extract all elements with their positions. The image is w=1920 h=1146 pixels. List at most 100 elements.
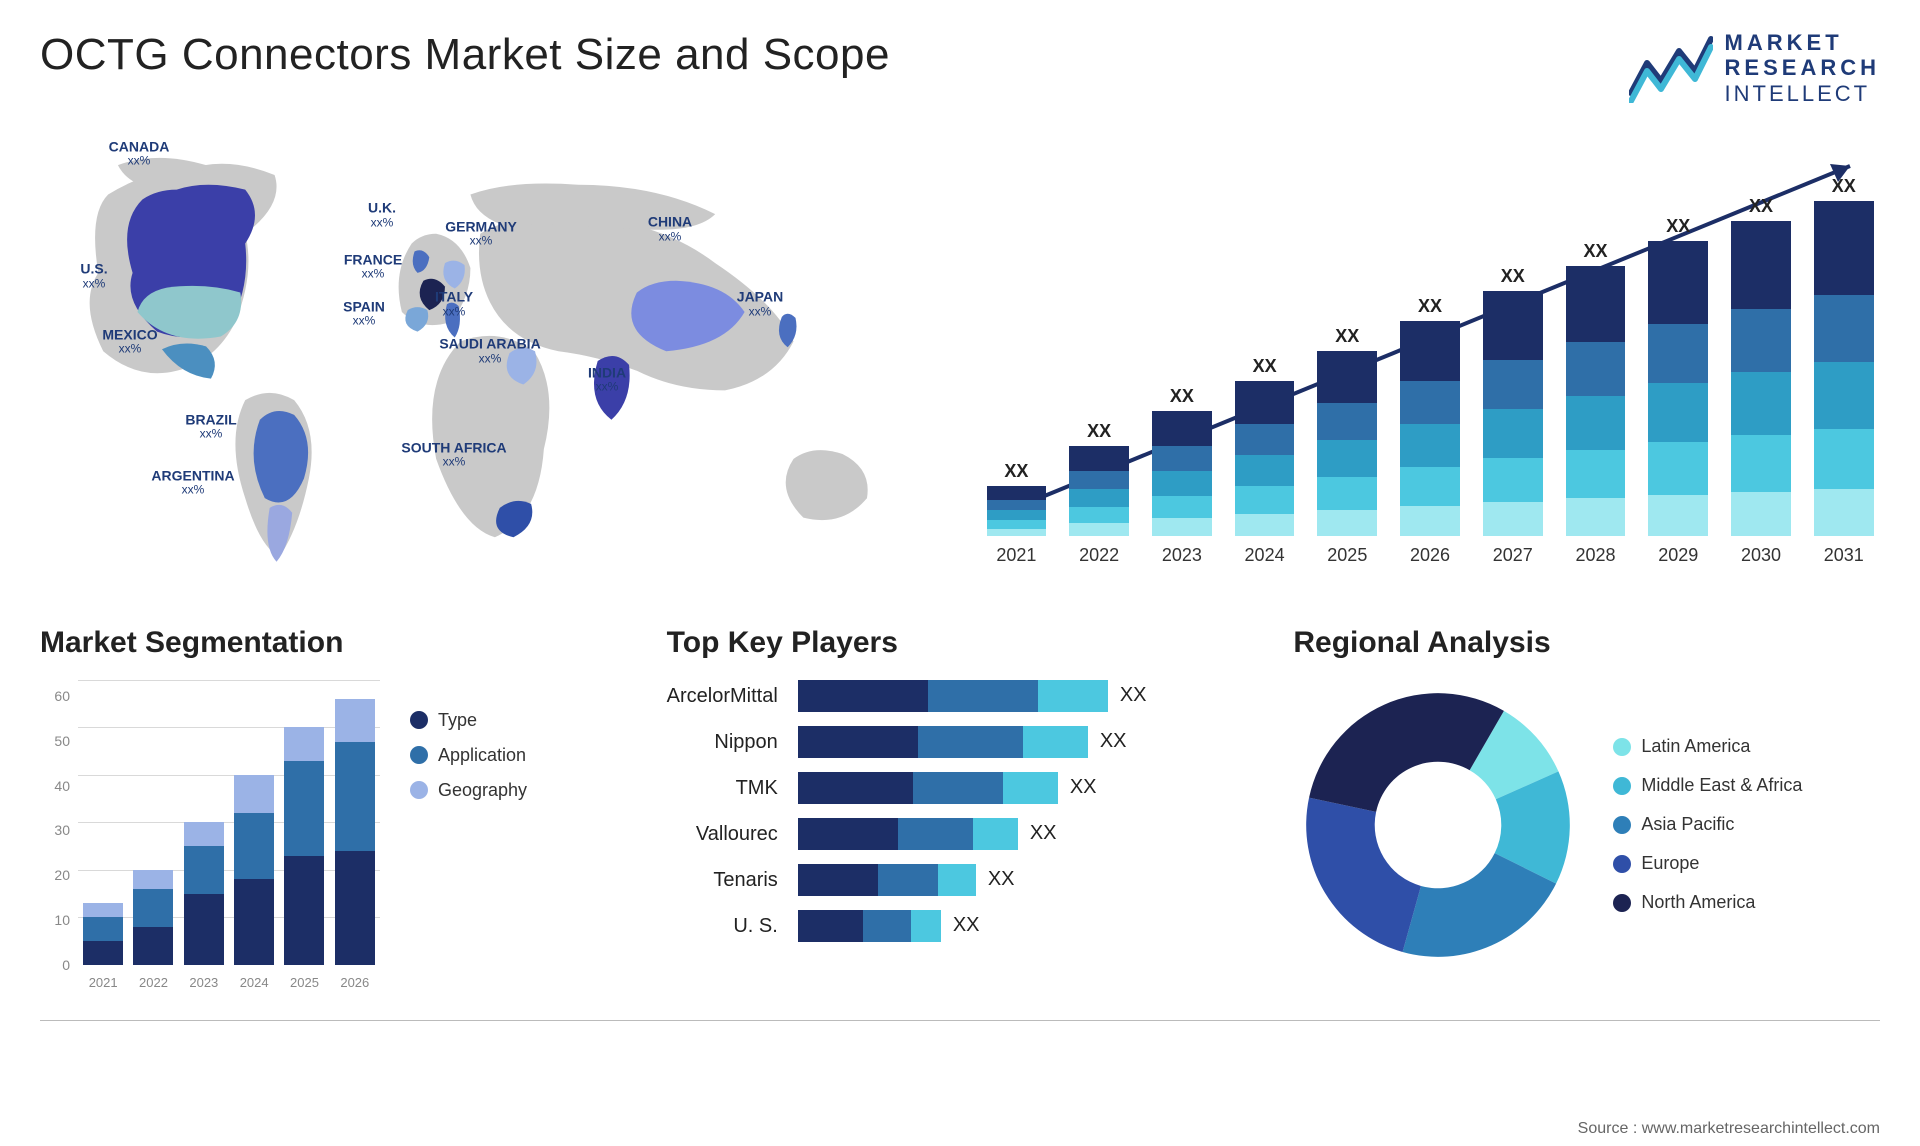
forecast-bar: XX	[1725, 196, 1798, 536]
seg-year-label: 2022	[139, 975, 168, 990]
legend-label: Middle East & Africa	[1641, 775, 1802, 796]
logo-line-2: RESEARCH	[1725, 55, 1880, 80]
regional-donut-chart	[1293, 680, 1583, 970]
legend-swatch-icon	[1613, 816, 1631, 834]
key-player-bar: XX	[798, 680, 1254, 712]
forecast-bar: XX	[1807, 176, 1880, 536]
forecast-bar-label: XX	[1584, 241, 1608, 262]
key-player-name: Nippon	[667, 726, 778, 758]
forecast-year-label: 2031	[1807, 545, 1880, 566]
map-country-label: CANADAxx%	[109, 140, 170, 169]
legend-label: North America	[1641, 892, 1755, 913]
logo-line-1: MARKET	[1725, 30, 1880, 55]
key-player-value: XX	[988, 868, 1015, 891]
legend-item: Geography	[410, 780, 527, 801]
regional-panel: Regional Analysis Latin America Middle Ea…	[1293, 626, 1880, 990]
map-country-label: GERMANYxx%	[445, 220, 517, 249]
key-player-bar: XX	[798, 910, 1254, 942]
map-country-label: ARGENTINAxx%	[151, 469, 234, 498]
seg-year-label: 2026	[340, 975, 369, 990]
forecast-bar-label: XX	[1666, 216, 1690, 237]
legend-item: Asia Pacific	[1613, 814, 1802, 835]
forecast-bar-label: XX	[1253, 356, 1277, 377]
key-player-value: XX	[1120, 684, 1147, 707]
logo-mark-icon	[1629, 33, 1713, 103]
legend-item: Europe	[1613, 853, 1802, 874]
forecast-bar: XX	[1145, 386, 1218, 536]
forecast-chart-panel: XXXXXXXXXXXXXXXXXXXXXX 20212022202320242…	[980, 126, 1880, 596]
map-country-label: INDIAxx%	[588, 365, 626, 394]
legend-swatch-icon	[410, 781, 428, 799]
key-player-value: XX	[1030, 822, 1057, 845]
forecast-bar-label: XX	[1418, 296, 1442, 317]
key-player-name: TMK	[667, 772, 778, 804]
legend-swatch-icon	[1613, 894, 1631, 912]
forecast-bar-label: XX	[1832, 176, 1856, 197]
seg-bar	[335, 699, 375, 965]
map-country-label: U.S.xx%	[80, 262, 107, 291]
segmentation-chart: 0102030405060 202120222023202420252026	[40, 680, 380, 990]
legend-label: Asia Pacific	[1641, 814, 1734, 835]
map-country-label: U.K.xx%	[368, 201, 396, 230]
map-country-label: SOUTH AFRICAxx%	[401, 441, 506, 470]
seg-bar	[234, 775, 274, 965]
seg-year-label: 2024	[240, 975, 269, 990]
map-country-label: BRAZILxx%	[185, 412, 236, 441]
map-country-label: CHINAxx%	[648, 215, 692, 244]
seg-y-tick: 30	[40, 822, 74, 838]
forecast-bar: XX	[1394, 296, 1467, 536]
forecast-bar: XX	[1311, 326, 1384, 536]
forecast-bar: XX	[1559, 241, 1632, 536]
key-player-value: XX	[953, 914, 980, 937]
legend-swatch-icon	[1613, 855, 1631, 873]
map-country-label: SPAINxx%	[343, 300, 385, 329]
legend-item: Latin America	[1613, 736, 1802, 757]
seg-y-tick: 10	[40, 912, 74, 928]
key-player-name: Vallourec	[667, 818, 778, 850]
seg-y-tick: 20	[40, 867, 74, 883]
seg-y-tick: 60	[40, 688, 74, 704]
key-player-value: XX	[1100, 730, 1127, 753]
legend-item: Type	[410, 710, 527, 731]
key-player-name: ArcelorMittal	[667, 680, 778, 712]
seg-y-tick: 0	[40, 957, 74, 973]
segmentation-title: Market Segmentation	[40, 626, 627, 660]
key-player-bar: XX	[798, 818, 1254, 850]
forecast-bar: XX	[980, 461, 1053, 536]
map-country-label: JAPANxx%	[737, 290, 783, 319]
forecast-bar: XX	[1063, 421, 1136, 536]
legend-label: Geography	[438, 780, 527, 801]
source-attribution: Source : www.marketresearchintellect.com	[1578, 1120, 1880, 1138]
legend-swatch-icon	[1613, 777, 1631, 795]
forecast-bar: XX	[1642, 216, 1715, 536]
donut-slice	[1307, 797, 1422, 951]
forecast-year-label: 2026	[1394, 545, 1467, 566]
seg-y-tick: 50	[40, 733, 74, 749]
forecast-bar-label: XX	[1004, 461, 1028, 482]
legend-label: Application	[438, 745, 526, 766]
forecast-bar-label: XX	[1087, 421, 1111, 442]
map-country-label: ITALYxx%	[435, 290, 473, 319]
segmentation-panel: Market Segmentation 0102030405060 202120…	[40, 626, 627, 990]
forecast-year-label: 2024	[1228, 545, 1301, 566]
key-player-bar: XX	[798, 772, 1254, 804]
regional-title: Regional Analysis	[1293, 626, 1880, 660]
forecast-bar-label: XX	[1170, 386, 1194, 407]
map-country-label: MEXICOxx%	[102, 328, 157, 357]
map-country-label: FRANCExx%	[344, 253, 402, 282]
seg-bar	[284, 727, 324, 965]
key-players-panel: Top Key Players ArcelorMittalNipponTMKVa…	[667, 626, 1254, 990]
forecast-year-label: 2023	[1145, 545, 1218, 566]
legend-label: Type	[438, 710, 477, 731]
logo-line-3: INTELLECT	[1725, 81, 1880, 106]
seg-bar	[83, 903, 123, 965]
legend-item: Middle East & Africa	[1613, 775, 1802, 796]
forecast-year-label: 2028	[1559, 545, 1632, 566]
seg-year-label: 2025	[290, 975, 319, 990]
legend-swatch-icon	[410, 711, 428, 729]
world-map-panel: CANADAxx% U.S.xx% MEXICOxx% BRAZILxx% ARGENT…	[40, 126, 940, 596]
key-player-name: U. S.	[667, 910, 778, 942]
legend-swatch-icon	[410, 746, 428, 764]
key-player-value: XX	[1070, 776, 1097, 799]
brand-logo: MARKET RESEARCH INTELLECT	[1629, 30, 1880, 106]
